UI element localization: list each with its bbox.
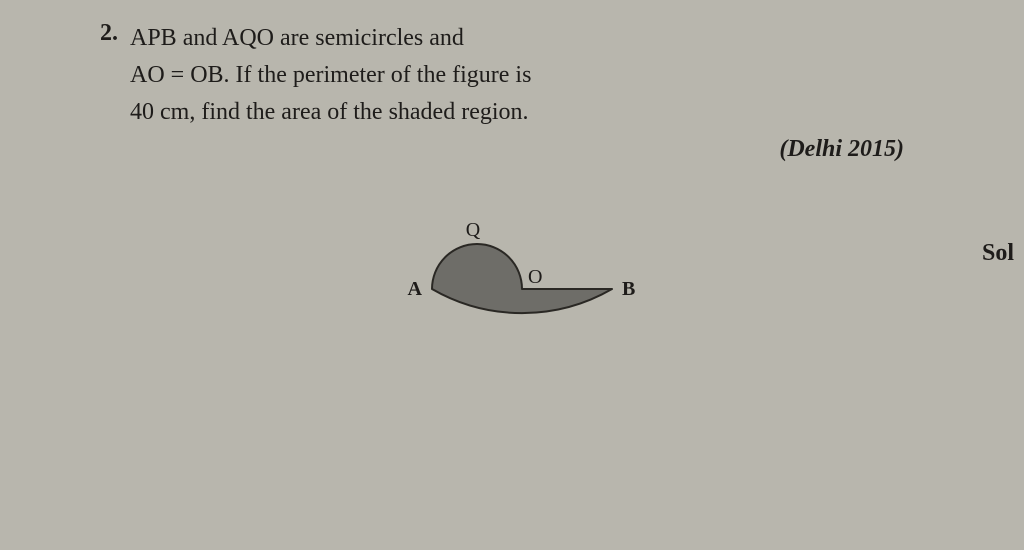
svg-text:A: A	[408, 278, 423, 300]
question-block: 2. APB and AQO are semicircles and AO = …	[100, 20, 944, 132]
svg-text:O: O	[528, 266, 542, 288]
svg-text:B: B	[622, 278, 635, 300]
question-source: (Delhi 2015)	[100, 136, 904, 163]
solution-label: Sol	[982, 240, 1014, 267]
question-number: 2.	[100, 20, 118, 47]
question-text: APB and AQO are semicircles and AO = OB.…	[130, 20, 531, 132]
geometry-diagram: Q O A B	[332, 169, 712, 489]
question-line-3: 40 cm, find the area of the shaded regio…	[130, 99, 529, 125]
figure-container: Q O A B	[100, 169, 944, 496]
question-line-2: AO = OB. If the perimeter of the figure …	[130, 62, 531, 88]
question-line-1: APB and AQO are semicircles and	[130, 25, 464, 51]
svg-text:Q: Q	[466, 219, 481, 241]
page: 2. APB and AQO are semicircles and AO = …	[0, 0, 1024, 550]
